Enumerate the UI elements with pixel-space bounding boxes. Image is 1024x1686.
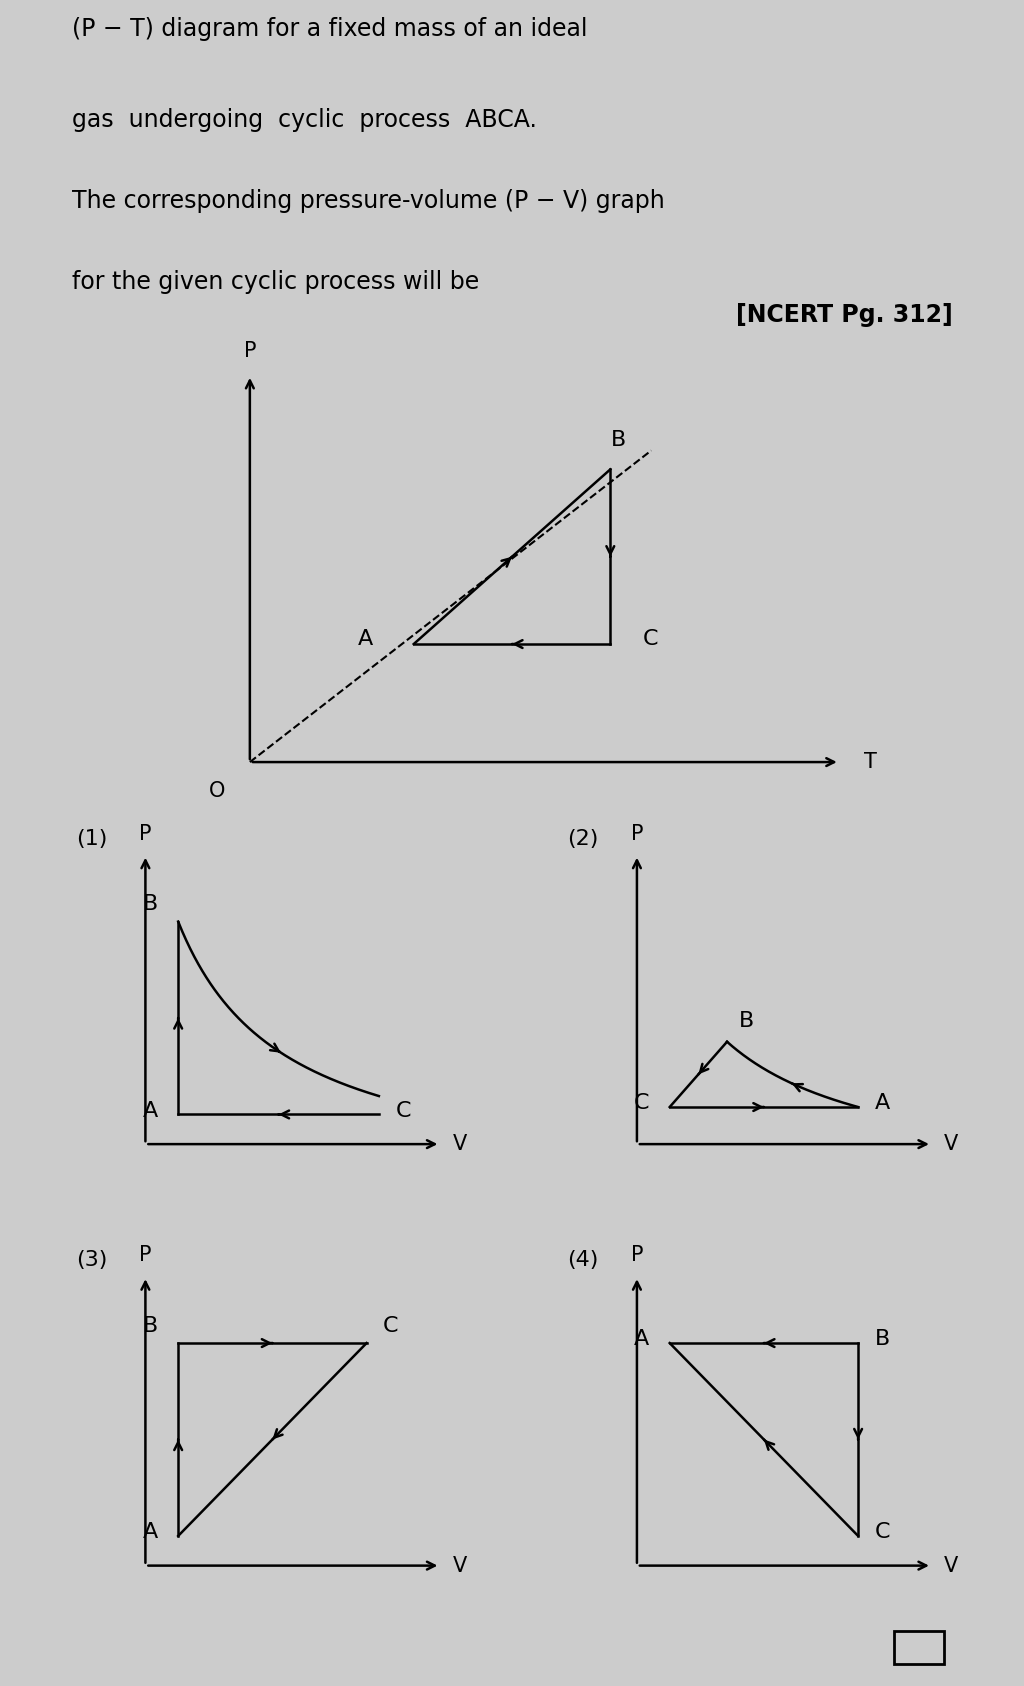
Text: for the given cyclic process will be: for the given cyclic process will be <box>72 270 479 293</box>
Text: (4): (4) <box>567 1251 599 1270</box>
Text: C: C <box>634 1093 649 1113</box>
Text: V: V <box>453 1135 467 1155</box>
Text: C: C <box>643 629 658 649</box>
Text: (1): (1) <box>76 830 108 848</box>
Text: A: A <box>874 1093 890 1113</box>
Text: The corresponding pressure-volume (P − V) graph: The corresponding pressure-volume (P − V… <box>72 189 665 212</box>
Text: V: V <box>944 1135 958 1155</box>
Text: B: B <box>142 1315 158 1335</box>
Text: V: V <box>453 1556 467 1576</box>
Text: (P − T) diagram for a fixed mass of an ideal: (P − T) diagram for a fixed mass of an i… <box>72 17 587 40</box>
Text: gas  undergoing  cyclic  process  ABCA.: gas undergoing cyclic process ABCA. <box>72 108 537 132</box>
Text: P: P <box>631 1246 643 1264</box>
Text: A: A <box>634 1329 649 1349</box>
Text: [NCERT Pg. 312]: [NCERT Pg. 312] <box>735 303 952 327</box>
Text: C: C <box>383 1315 398 1335</box>
Text: B: B <box>142 894 158 914</box>
Text: B: B <box>874 1329 890 1349</box>
Text: P: P <box>244 341 256 361</box>
Text: V: V <box>944 1556 958 1576</box>
Text: T: T <box>864 752 878 772</box>
Text: (2): (2) <box>567 830 599 848</box>
Text: A: A <box>142 1101 158 1121</box>
Text: C: C <box>874 1522 890 1543</box>
Text: B: B <box>611 430 626 450</box>
Text: P: P <box>139 1246 152 1264</box>
Text: A: A <box>142 1522 158 1543</box>
Text: (3): (3) <box>76 1251 108 1270</box>
Text: A: A <box>357 629 373 649</box>
Text: C: C <box>395 1101 411 1121</box>
Text: B: B <box>739 1010 755 1030</box>
Text: P: P <box>139 824 152 843</box>
Text: O: O <box>209 781 225 801</box>
Text: P: P <box>631 824 643 843</box>
